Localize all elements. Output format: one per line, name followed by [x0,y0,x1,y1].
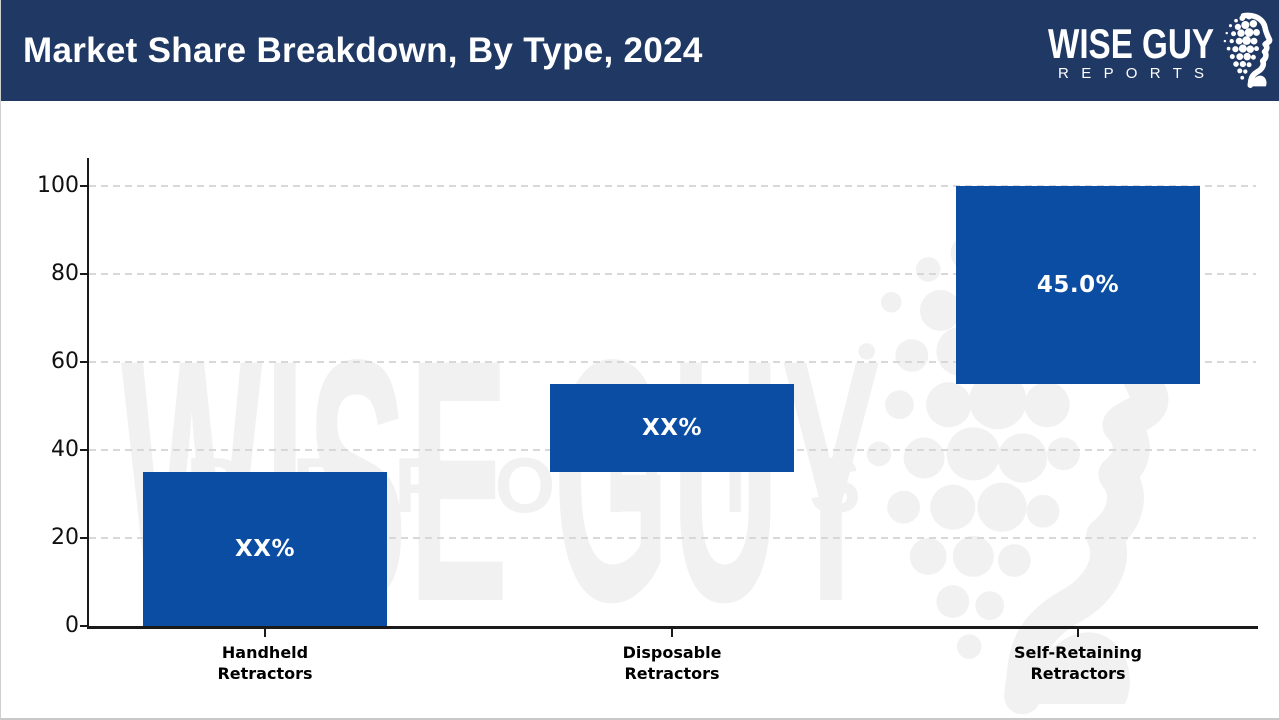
y-tick-mark [80,537,88,539]
bar-value-label: XX% [641,415,702,441]
y-tick-mark [80,361,88,363]
y-tick-label: 100 [37,173,79,198]
x-category-label-line: Retractors [624,664,720,683]
bar-value-label: XX% [234,536,295,562]
x-tick-mark [264,629,266,637]
grid-line [89,537,1256,539]
x-category-label-line: Retractors [1030,664,1126,683]
y-axis-line [87,158,89,629]
x-category-label-line: Self-Retaining [1014,643,1142,662]
bar-segment: XX% [143,472,387,626]
y-tick-mark [80,625,88,627]
grid-line [89,185,1256,187]
y-tick-label: 40 [51,437,79,462]
bar-value-label: 45.0% [1036,272,1120,298]
logo-subtitle: R E P O R T S [1058,65,1204,82]
y-tick-label: 60 [51,349,79,374]
x-category-label-line: Disposable [622,643,722,662]
x-category-label: Handheld Retractors [105,642,425,684]
x-category-label: Self-Retaining Retractors [918,642,1238,684]
x-category-label-line: Retractors [217,664,313,683]
logo-face-icon [1224,13,1270,86]
header-bar: Market Share Breakdown, By Type, 2024 WI… [1,0,1279,101]
x-category-label: Disposable Retractors [512,642,832,684]
x-tick-mark [1077,629,1079,637]
y-tick-label: 0 [65,613,79,638]
bar-segment: XX% [550,384,794,472]
y-tick-mark [80,185,88,187]
y-tick-mark [80,273,88,275]
x-tick-mark [671,629,673,637]
grid-line [89,273,1256,275]
x-category-label-line: Handheld [221,643,309,662]
page-title: Market Share Breakdown, By Type, 2024 [23,30,703,70]
x-axis-line [87,626,1258,629]
bar-segment: 45.0% [956,186,1200,384]
y-tick-label: 80 [51,261,79,286]
logo-wordmark: WISE GUY [1048,20,1214,67]
y-tick-label: 20 [51,525,79,550]
wiseguy-logo: WISE GUY R E P O R T S [1048,4,1273,98]
y-tick-mark [80,449,88,451]
grid-line [89,361,1256,363]
